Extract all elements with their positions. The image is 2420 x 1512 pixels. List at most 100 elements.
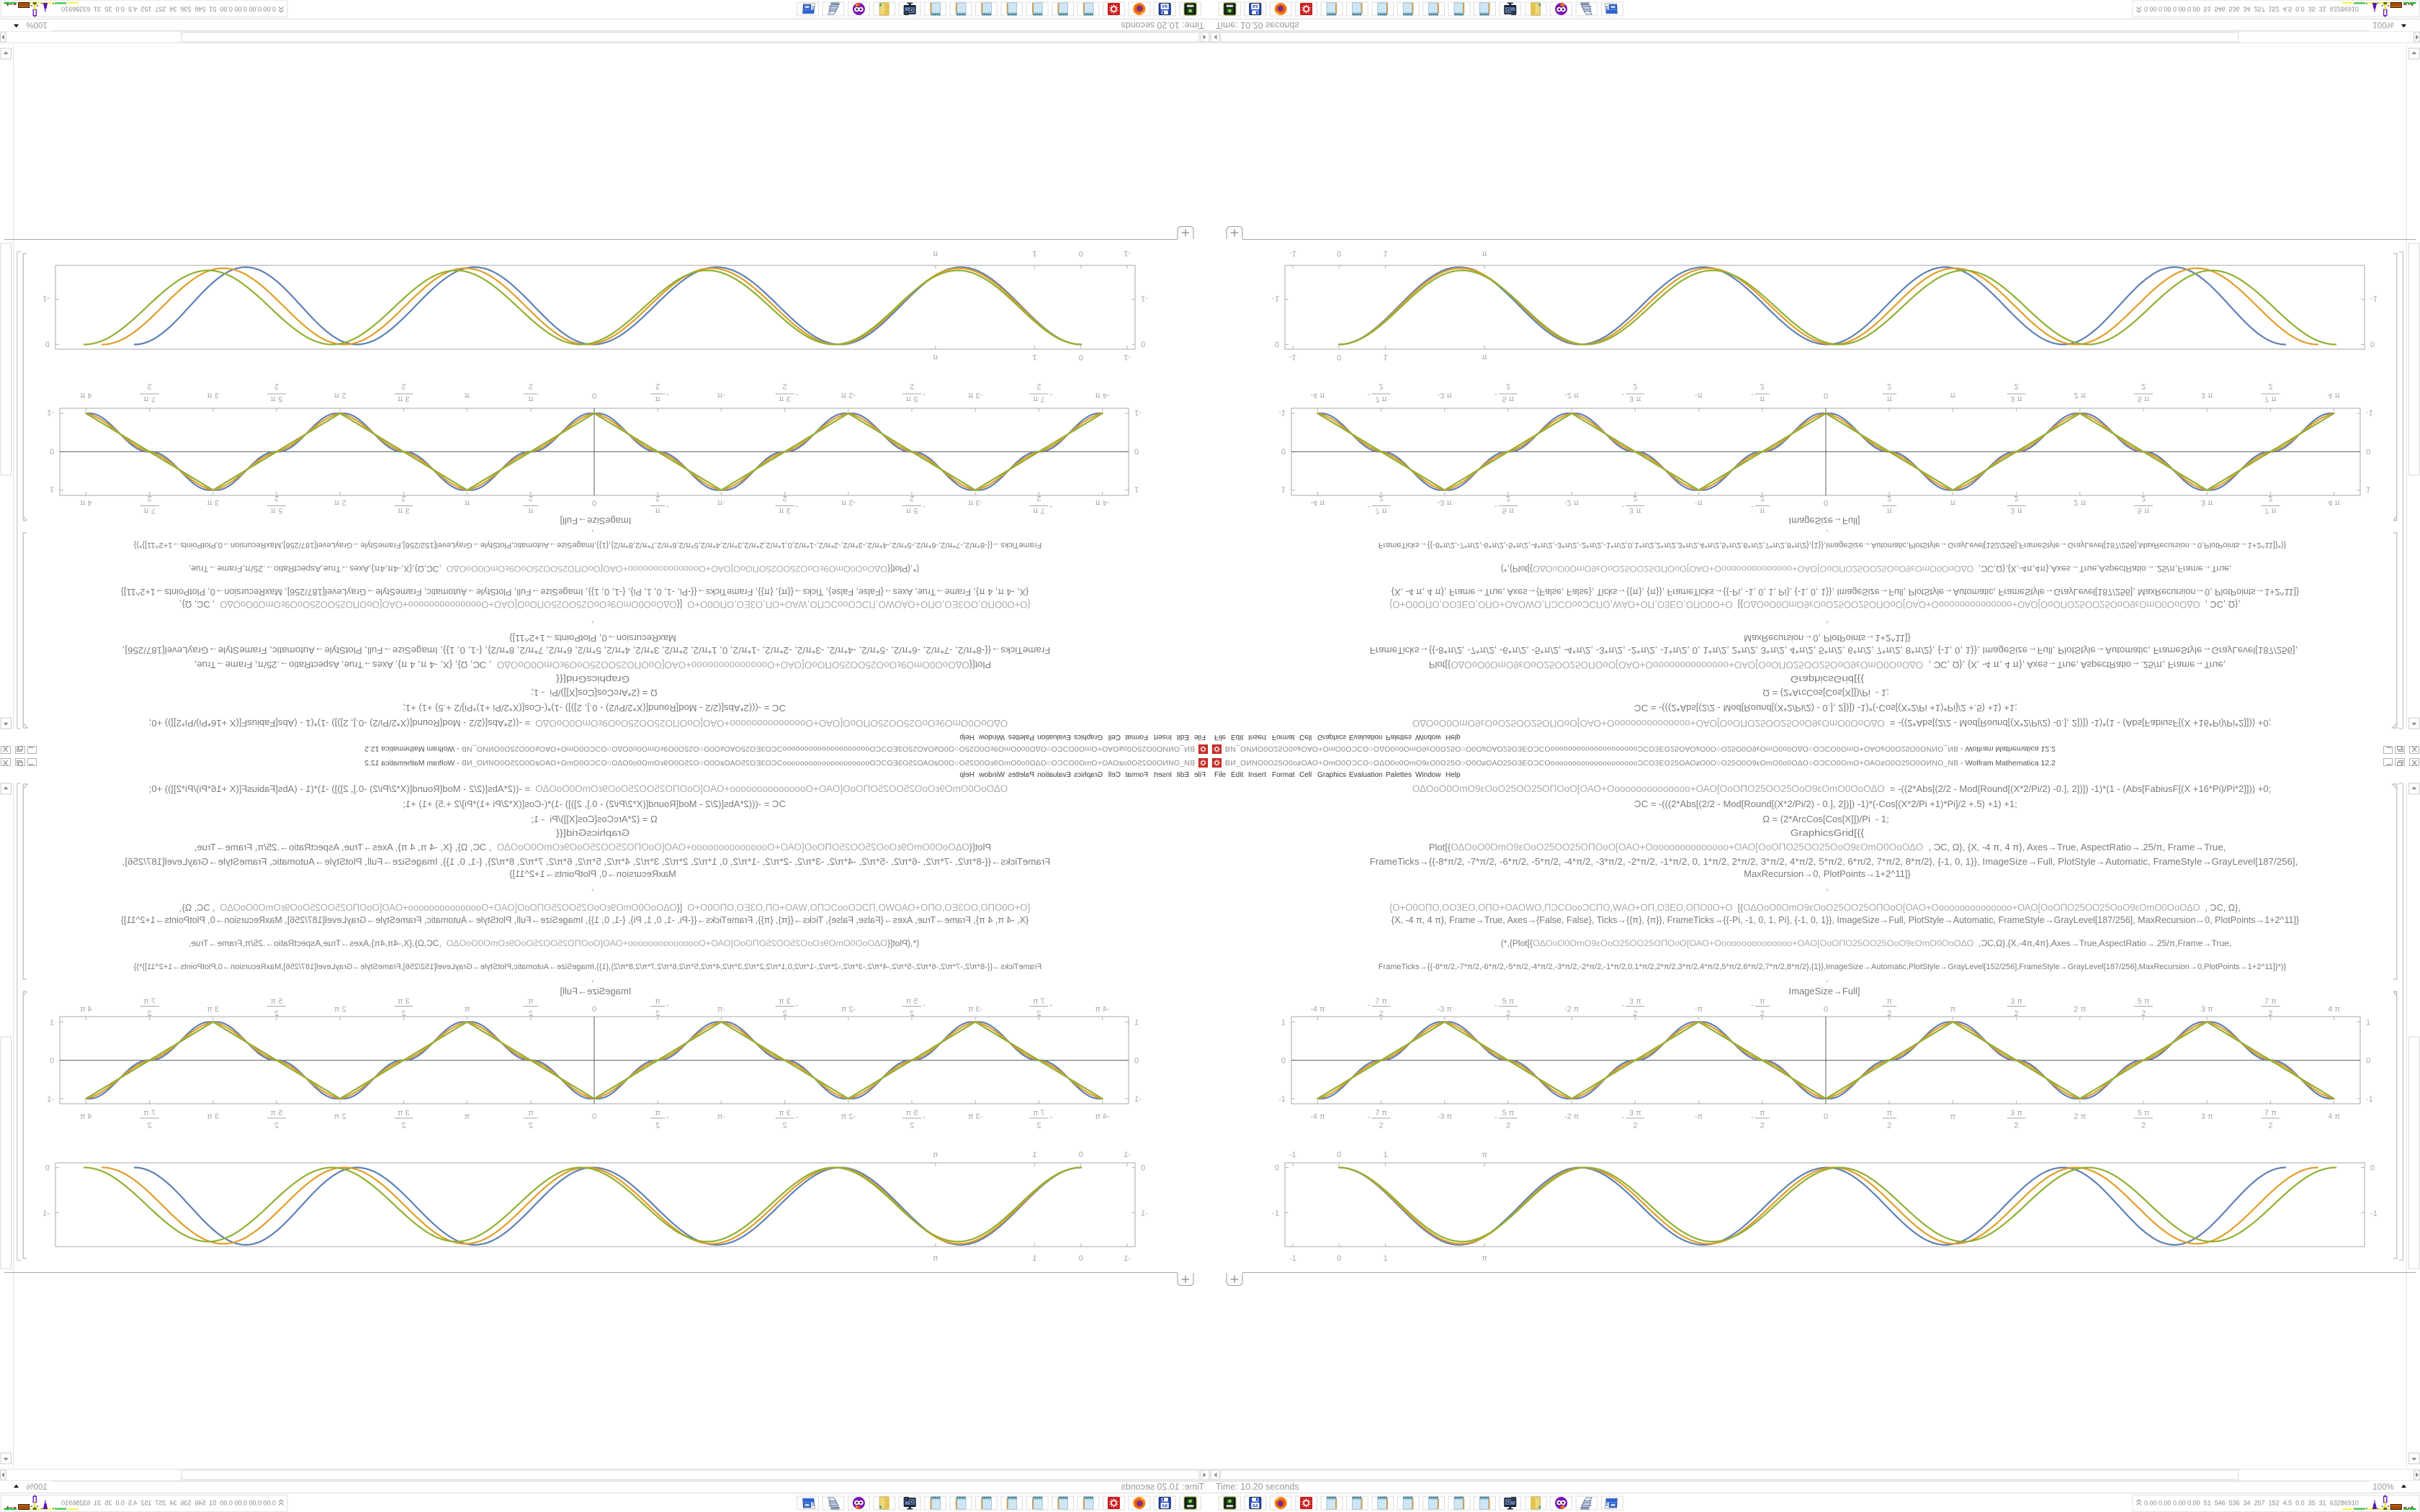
svg-text:7 π: 7 π [1033,997,1045,1006]
svg-text:7 π: 7 π [143,395,156,403]
svg-text:π: π [528,997,534,1006]
svg-text:3 π: 3 π [2201,1005,2213,1014]
svg-text:2: 2 [1036,382,1041,391]
svg-text:4 π: 4 π [2328,1005,2340,1014]
svg-text:0: 0 [1134,446,1139,455]
svg-text:5 π: 5 π [905,395,918,403]
svg-text:-: - [1368,1002,1371,1010]
svg-text:2 π: 2 π [333,1112,346,1121]
svg-text:0: 0 [1079,1151,1083,1159]
svg-text:0: 0 [1275,340,1279,348]
svg-text:Time: 10.20 seconds: Time: 10.20 seconds [1216,20,1299,30]
svg-text:-4 π: -4 π [1310,1005,1325,1014]
svg-text:64: 64 [1162,1504,1168,1509]
svg-text:1: 1 [2366,485,2370,494]
svg-text:4 π: 4 π [80,391,92,400]
svg-text:-3 π: -3 π [968,391,983,400]
svg-text:2 π: 2 π [2074,1005,2086,1014]
svg-text:-: - [1751,1113,1754,1122]
svg-text:-: - [1049,1002,1052,1010]
svg-text:3 π: 3 π [398,997,410,1006]
svg-text:π: π [528,395,534,403]
svg-text:2: 2 [1379,1009,1384,1018]
svg-text:-: - [1751,503,1754,511]
svg-text:2: 2 [655,494,660,503]
svg-text:-: - [1494,503,1497,511]
svg-text:-: - [1494,1113,1497,1122]
svg-text:2: 2 [2141,382,2146,391]
svg-text:-4 π: -4 π [1095,498,1110,507]
svg-text:2 π: 2 π [2074,1112,2086,1121]
svg-text:-: - [1751,1002,1754,1010]
svg-text:-4 π: -4 π [1310,391,1325,400]
svg-text:100%: 100% [2372,1483,2393,1492]
svg-text:4 π: 4 π [2328,498,2340,507]
svg-text:2: 2 [1379,382,1384,391]
svg-text:π: π [933,1254,938,1263]
svg-text:2: 2 [529,494,533,503]
svg-text:-1: -1 [1278,1095,1286,1104]
svg-text:0: 0 [1337,1151,1341,1159]
svg-text:2: 2 [783,1122,787,1130]
svg-text:1: 1 [1383,249,1387,258]
svg-text:-1: -1 [42,1209,50,1218]
svg-text:π: π [1760,1109,1765,1117]
svg-text:0: 0 [1824,498,1828,507]
svg-text:0: 0 [1824,1005,1828,1014]
svg-text:-2 π: -2 π [1564,1112,1579,1121]
svg-text:1: 1 [2366,1018,2370,1027]
svg-text:-2 π: -2 π [841,1005,856,1014]
svg-text:100%: 100% [26,20,47,29]
svg-text:2: 2 [1506,1122,1510,1130]
svg-text:7 π: 7 π [143,1109,156,1117]
svg-text:2: 2 [1887,494,1891,503]
svg-text:2: 2 [1506,382,1510,391]
svg-text:-1: -1 [1134,1095,1142,1104]
svg-text:4 π: 4 π [80,498,92,507]
svg-text:π: π [1482,249,1487,258]
svg-text:7 π: 7 π [1033,395,1045,403]
svg-text:π: π [1482,1151,1487,1159]
svg-text:π: π [464,498,470,507]
svg-text:1: 1 [1032,1151,1036,1159]
svg-text:5 π: 5 π [1502,395,1515,403]
svg-text:π: π [464,1112,470,1121]
svg-text:2: 2 [910,1122,914,1130]
svg-text:2: 2 [910,1009,914,1018]
svg-text:-1: -1 [1124,1151,1131,1159]
svg-text:5 π: 5 π [905,506,918,515]
svg-text:5 π: 5 π [270,506,282,515]
svg-text:-4 π: -4 π [1095,1112,1110,1121]
svg-text:-: - [795,1113,798,1122]
svg-text:-4 π: -4 π [1095,391,1110,400]
svg-text:0.00 0.00 0.00 0.00 51 546: 0.00 0.00 0.00 0.00 51 546 536 34 257 15… [2144,1500,2359,1507]
svg-text:2: 2 [1506,494,1510,503]
svg-text:1: 1 [1281,1018,1286,1027]
svg-text:2: 2 [1633,382,1637,391]
svg-text:-: - [923,1113,926,1122]
svg-text:-: - [923,503,926,511]
svg-text:-1: -1 [1289,1151,1296,1159]
svg-text:3 π: 3 π [2201,391,2213,400]
svg-text:4 π: 4 π [80,1005,92,1014]
svg-text:1: 1 [1032,1254,1036,1263]
svg-text:64: 64 [1252,4,1258,9]
svg-text:2: 2 [655,1122,660,1130]
svg-text:2 π: 2 π [333,1005,346,1014]
svg-text:5 π: 5 π [1502,1109,1515,1117]
svg-text:-: - [1751,390,1754,399]
svg-text:0: 0 [2366,1057,2370,1066]
svg-text:0.00 0.00 0.00 0.00 51 546: 0.00 0.00 0.00 0.00 51 546 536 34 257 15… [61,1500,276,1507]
svg-text:3 π: 3 π [2010,1109,2022,1117]
svg-text:-1: -1 [1134,408,1142,417]
svg-text:1: 1 [1281,485,1286,494]
svg-text:7 π: 7 π [1375,997,1387,1006]
svg-text:0: 0 [1337,249,1341,258]
svg-text:5 π: 5 π [1502,506,1515,515]
svg-text:π: π [1482,1254,1487,1263]
svg-text:2 π: 2 π [333,498,346,507]
svg-text:π: π [1886,506,1892,515]
svg-text:2: 2 [1887,1009,1891,1018]
svg-text:-π: -π [717,498,725,507]
svg-text:64: 64 [1162,4,1168,9]
